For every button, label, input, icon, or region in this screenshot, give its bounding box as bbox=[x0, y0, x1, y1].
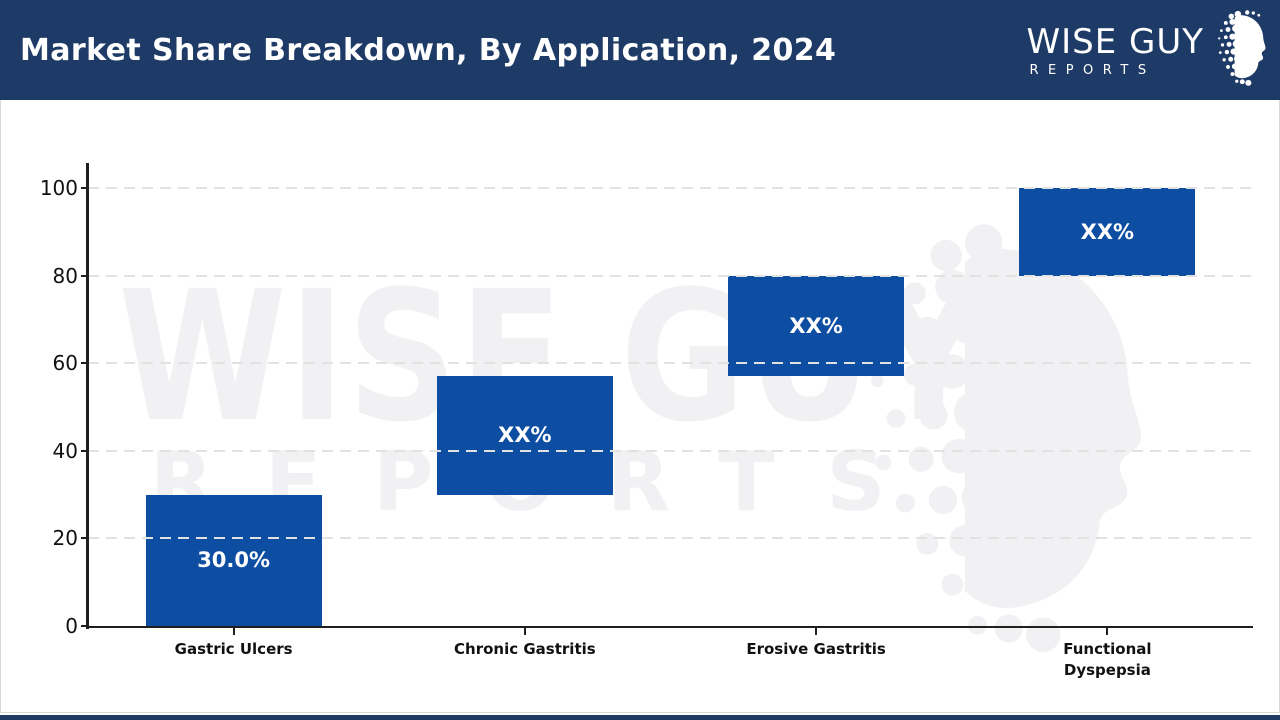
x-tick bbox=[232, 628, 235, 635]
y-tick-40 bbox=[81, 449, 88, 452]
y-axis-spine bbox=[86, 163, 89, 629]
x-axis-spine bbox=[86, 625, 1253, 628]
y-tick-60 bbox=[81, 362, 88, 365]
y-tick-0 bbox=[81, 625, 88, 627]
bar-functional-dyspepsia: XX% bbox=[1019, 187, 1196, 276]
bar-value-label: 30.0% bbox=[197, 548, 271, 573]
x-tick-label-2: Chronic Gastritis bbox=[454, 640, 596, 658]
x-tick bbox=[815, 628, 818, 635]
y-tick-label-80: 80 bbox=[52, 263, 78, 288]
page-title: Market Share Breakdown, By Application, … bbox=[20, 32, 837, 68]
gridline-80 bbox=[88, 274, 1253, 277]
y-tick-100 bbox=[81, 186, 88, 189]
y-tick-label-20: 20 bbox=[52, 526, 78, 551]
bar-value-label: XX% bbox=[1080, 219, 1135, 244]
x-tick-label-3: Erosive Gastritis bbox=[746, 640, 886, 658]
header-band: Market Share Breakdown, By Application, … bbox=[0, 0, 1280, 100]
bar-value-label: XX% bbox=[498, 423, 552, 448]
bar-gastric-ulcers: 30.0% bbox=[145, 494, 322, 626]
bar-erosive-gastritis: XX% bbox=[728, 275, 905, 377]
x-tick bbox=[1106, 628, 1109, 635]
wiseguy-logo: WISE GUY REPORTS bbox=[1026, 7, 1272, 95]
x-tick bbox=[523, 628, 526, 635]
bar-value-label: XX% bbox=[789, 313, 843, 338]
y-tick-label-100: 100 bbox=[39, 175, 78, 200]
y-tick-label-60: 60 bbox=[52, 351, 78, 376]
bar-chronic-gastritis: XX% bbox=[436, 376, 613, 495]
x-tick-label-4: Functional Dyspepsia bbox=[1063, 640, 1152, 679]
logo-brand-text: WISE GUY bbox=[1026, 22, 1204, 62]
y-tick-20 bbox=[81, 537, 88, 540]
y-tick-label-0: 0 bbox=[65, 614, 78, 638]
face-dots-icon bbox=[1218, 10, 1266, 86]
gridline-20 bbox=[88, 537, 1253, 540]
gridline-40 bbox=[88, 449, 1253, 452]
gridline-100 bbox=[88, 186, 1253, 189]
x-tick-label-1: Gastric Ulcers bbox=[174, 640, 293, 658]
y-tick-80 bbox=[81, 274, 88, 277]
y-tick-label-40: 40 bbox=[52, 438, 78, 463]
logo-sub-text: REPORTS bbox=[1029, 63, 1156, 78]
plot-area: 30.0% XX% XX% XX% 0 20 40 60 80 100 Gastric Ulcers… bbox=[40, 163, 1253, 679]
gridline-60 bbox=[88, 362, 1253, 365]
footer-bar bbox=[0, 715, 1280, 720]
logo-text: WISE GUY REPORTS bbox=[1026, 24, 1204, 78]
